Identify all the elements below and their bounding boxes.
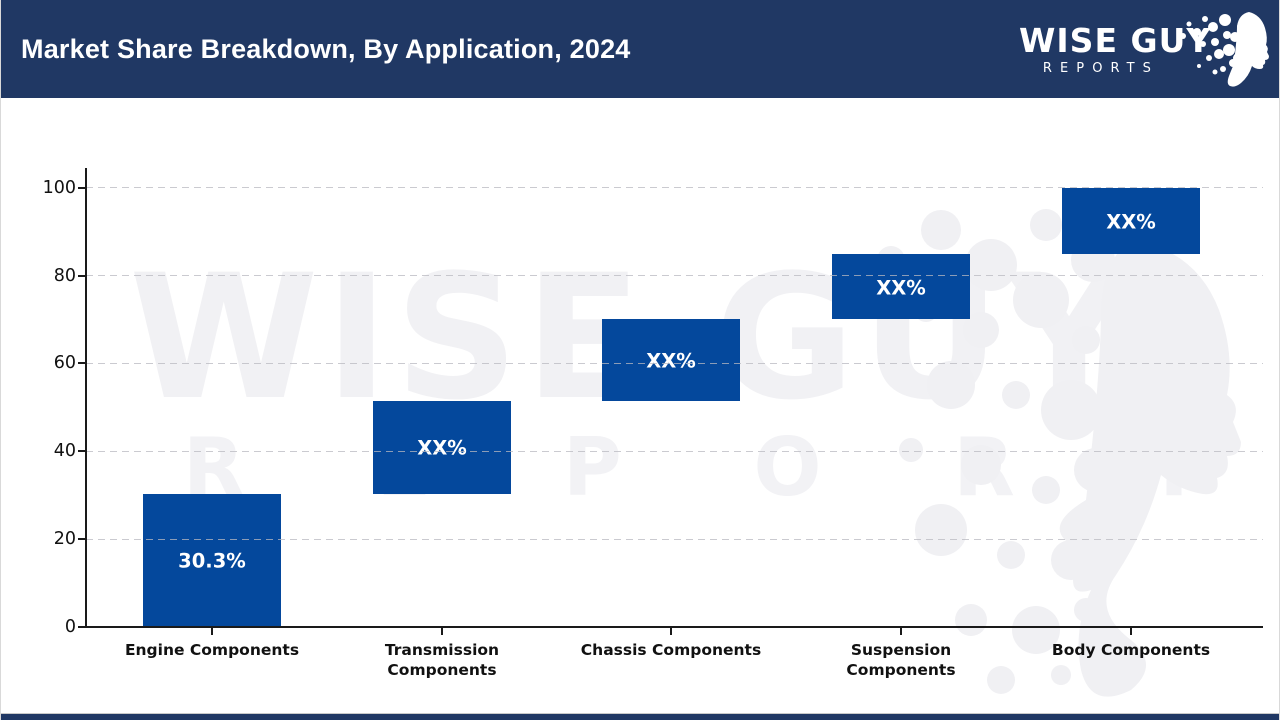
x-tick-mark xyxy=(1130,628,1132,635)
logo-subtitle: REPORTS xyxy=(1042,61,1159,76)
y-tick-mark xyxy=(78,450,85,453)
y-tick-label: 40 xyxy=(53,441,76,462)
footer-bar xyxy=(1,713,1279,720)
y-tick-mark xyxy=(78,274,85,277)
x-category-label: Engine Components xyxy=(124,641,300,659)
bar-suspension-components xyxy=(832,253,970,320)
y-tick-label: 80 xyxy=(53,265,76,286)
x-tick-mark xyxy=(441,628,443,635)
logo-text: WISE GUY REPORTS xyxy=(1019,21,1212,77)
bar-value-label: XX% xyxy=(646,349,696,373)
bar-value-label: XX% xyxy=(417,436,467,460)
bar-body-components xyxy=(1062,187,1200,254)
gridline-40 xyxy=(86,450,1263,452)
x-tick-mark xyxy=(900,628,902,635)
x-tick-mark xyxy=(670,628,672,635)
wise-guy-logo: WISE GUY REPORTS xyxy=(1019,6,1269,92)
x-axis-line xyxy=(85,626,1263,628)
bar-value-label: 30.3% xyxy=(178,549,246,573)
bar-value-label: XX% xyxy=(876,276,926,300)
y-axis-line xyxy=(85,168,87,628)
gridline-60 xyxy=(86,362,1263,364)
x-category-label: Body Components xyxy=(1051,641,1211,659)
header-bar: Market Share Breakdown, By Application, … xyxy=(1,0,1279,98)
x-tick-mark xyxy=(211,628,213,635)
y-tick-label: 60 xyxy=(53,353,76,374)
bar-chassis-components xyxy=(602,319,740,401)
y-tick-label: 100 xyxy=(42,177,76,198)
watermark-head-dots xyxy=(877,209,1241,697)
y-tick-label: 20 xyxy=(53,529,76,550)
bar-transmission-components xyxy=(373,400,511,494)
x-category-label: Transmission Components xyxy=(384,641,500,679)
y-tick-label: 0 xyxy=(64,617,76,637)
bar-engine-components xyxy=(143,493,281,627)
x-category-label: Chassis Components xyxy=(580,641,762,659)
gridline-100 xyxy=(86,187,1263,189)
gridline-80 xyxy=(86,275,1263,277)
x-category-label: Suspension Components xyxy=(846,641,956,679)
y-tick-mark xyxy=(78,362,85,365)
y-tick-mark xyxy=(78,538,85,541)
page-title: Market Share Breakdown, By Application, … xyxy=(21,33,631,64)
logo-head-icon xyxy=(1180,12,1269,87)
logo-wordmark: WISE GUY xyxy=(1019,21,1212,60)
gridline-20 xyxy=(86,538,1263,540)
bar-value-label: XX% xyxy=(1106,210,1156,234)
y-tick-mark xyxy=(78,186,85,189)
y-tick-mark xyxy=(78,626,85,628)
